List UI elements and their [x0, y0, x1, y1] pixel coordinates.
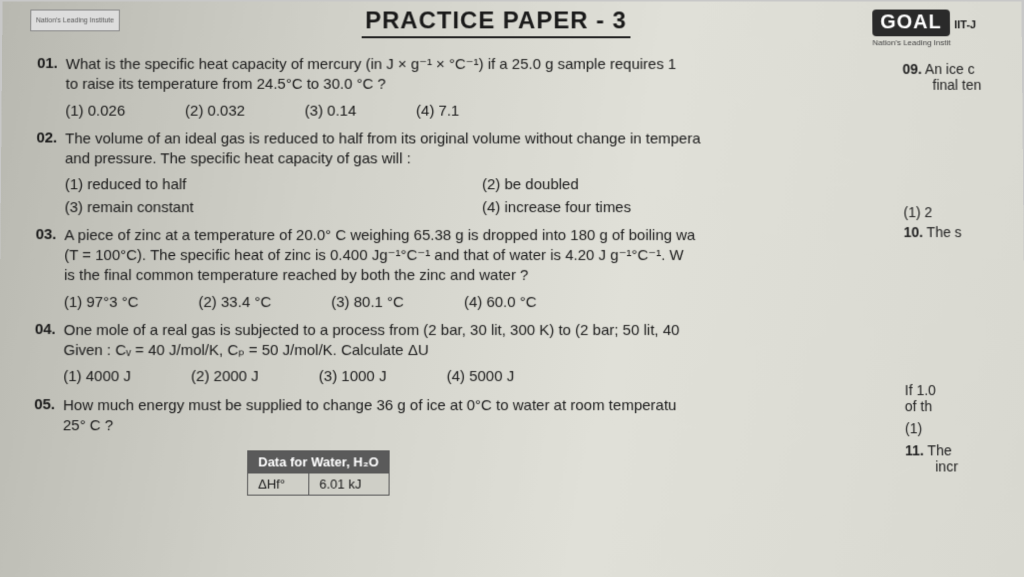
q09-text-frag2: final ten	[932, 77, 981, 93]
option: (1) 0.026	[65, 101, 125, 121]
q11-text-frag: The	[927, 442, 951, 458]
options-row: (1) 97°3 °C (2) 33.4 °C (3) 80.1 °C (4) 60.…	[64, 290, 1014, 312]
table-cell: ΔHf°	[248, 473, 309, 495]
paper-title: PRACTICE PAPER - 3	[361, 8, 631, 39]
question-body: What is the specific heat capacity of me…	[65, 55, 1012, 121]
title-area: PRACTICE PAPER - 3	[130, 8, 863, 39]
frag-opt1: (1)	[905, 420, 1024, 436]
question-number: 04.	[27, 321, 56, 388]
q10-number: 10.	[904, 224, 924, 240]
question-text-line: The volume of an ideal gas is reduced to…	[65, 129, 1013, 149]
question-number: 03.	[28, 226, 57, 313]
options-row: (1) 4000 J (2) 2000 J (3) 1000 J (4) 5000 J	[63, 365, 1015, 387]
right-partial-column: 09. An ice c final ten (1) 2 10. The s I…	[902, 61, 1024, 474]
question-text-line: Given : Cᵥ = 40 J/mol/K, Cₚ = 50 J/mol/K…	[63, 341, 1014, 361]
q09-number: 09.	[902, 61, 922, 77]
header-row: Nation's Leading Institute PRACTICE PAPE…	[30, 10, 1012, 48]
option: (2) 0.032	[185, 101, 245, 121]
question-block: 05. How much energy must be supplied to c…	[27, 396, 1016, 437]
question-block: 02. The volume of an ideal gas is reduced…	[29, 129, 1014, 218]
options-row: (1) reduced to half(2) be doubled(3) rem…	[65, 174, 1014, 218]
goal-side-text: IIT-J	[954, 19, 976, 31]
option: (1) reduced to half	[65, 176, 482, 196]
question-number: 02.	[29, 129, 58, 218]
option: (2) 33.4 °C	[198, 292, 271, 312]
question-block: 01. What is the specific heat capacity of…	[29, 55, 1012, 121]
option: (2) 2000 J	[191, 367, 259, 387]
option: (1) 4000 J	[63, 367, 131, 387]
water-data-table: Data for Water, H₂O ΔHf° 6.01 kJ	[247, 450, 390, 495]
q11-text-frag2: incr	[935, 458, 958, 474]
frag-opt1-2: (1) 2	[903, 204, 1023, 220]
publisher-logo-left: Nation's Leading Institute	[30, 10, 120, 32]
frag-if: If 1.0	[905, 382, 1024, 398]
question-body: One mole of a real gas is subjected to a…	[63, 321, 1015, 388]
question-body: The volume of an ideal gas is reduced to…	[65, 129, 1014, 218]
option: (4) increase four times	[482, 198, 899, 218]
goal-logo: GOAL	[872, 10, 950, 37]
option: (4) 60.0 °C	[464, 292, 537, 312]
q11-number: 11.	[905, 442, 924, 458]
option: (4) 5000 J	[447, 367, 515, 387]
question-body: A piece of zinc at a temperature of 20.0…	[64, 226, 1014, 313]
question-text-line: is the final common temperature reached …	[64, 266, 1014, 286]
right-cut-column: GOAL IIT-J Nation's Leading Instit	[872, 10, 1012, 48]
page-surface: Nation's Leading Institute PRACTICE PAPE…	[0, 2, 1024, 577]
option: (4) 7.1	[416, 101, 459, 121]
option: (3) 0.14	[305, 101, 357, 121]
table-cell: 6.01 kJ	[309, 473, 389, 495]
option: (2) be doubled	[482, 176, 899, 196]
option: (3) 1000 J	[319, 367, 387, 387]
question-text-line: (T = 100°C). The specific heat of zinc i…	[64, 246, 1014, 266]
question-block: 03. A piece of zinc at a temperature of 2…	[28, 226, 1014, 313]
question-body: How much energy must be supplied to chan…	[63, 396, 1015, 437]
q10-text-frag: The s	[927, 224, 962, 240]
question-text-line: and pressure. The specific heat capacity…	[65, 149, 1013, 169]
table-header: Data for Water, H₂O	[248, 451, 390, 473]
option: (3) 80.1 °C	[331, 292, 404, 312]
question-text-line: to raise its temperature from 24.5°C to …	[66, 75, 1013, 95]
option: (3) remain constant	[65, 198, 482, 218]
question-text-line: 25° C ?	[63, 416, 1015, 436]
question-text-line: One mole of a real gas is subjected to a…	[64, 321, 1015, 341]
question-text-line: A piece of zinc at a temperature of 20.0…	[64, 226, 1013, 246]
question-text-line: How much energy must be supplied to chan…	[63, 396, 1015, 416]
questions-container: 01. What is the specific heat capacity of…	[27, 55, 1016, 436]
goal-subtitle: Nation's Leading Instit	[872, 38, 1011, 47]
question-text-line: What is the specific heat capacity of me…	[66, 55, 1012, 75]
option: (1) 97°3 °C	[64, 292, 139, 312]
options-row: (1) 0.026 (2) 0.032 (3) 0.14 (4) 7.1	[65, 99, 1012, 121]
question-number: 01.	[29, 55, 57, 121]
q09-text-frag: An ice c	[925, 61, 975, 77]
question-block: 04. One mole of a real gas is subjected t…	[27, 321, 1015, 388]
frag-of: of th	[905, 398, 1024, 414]
question-number: 05.	[27, 396, 55, 437]
